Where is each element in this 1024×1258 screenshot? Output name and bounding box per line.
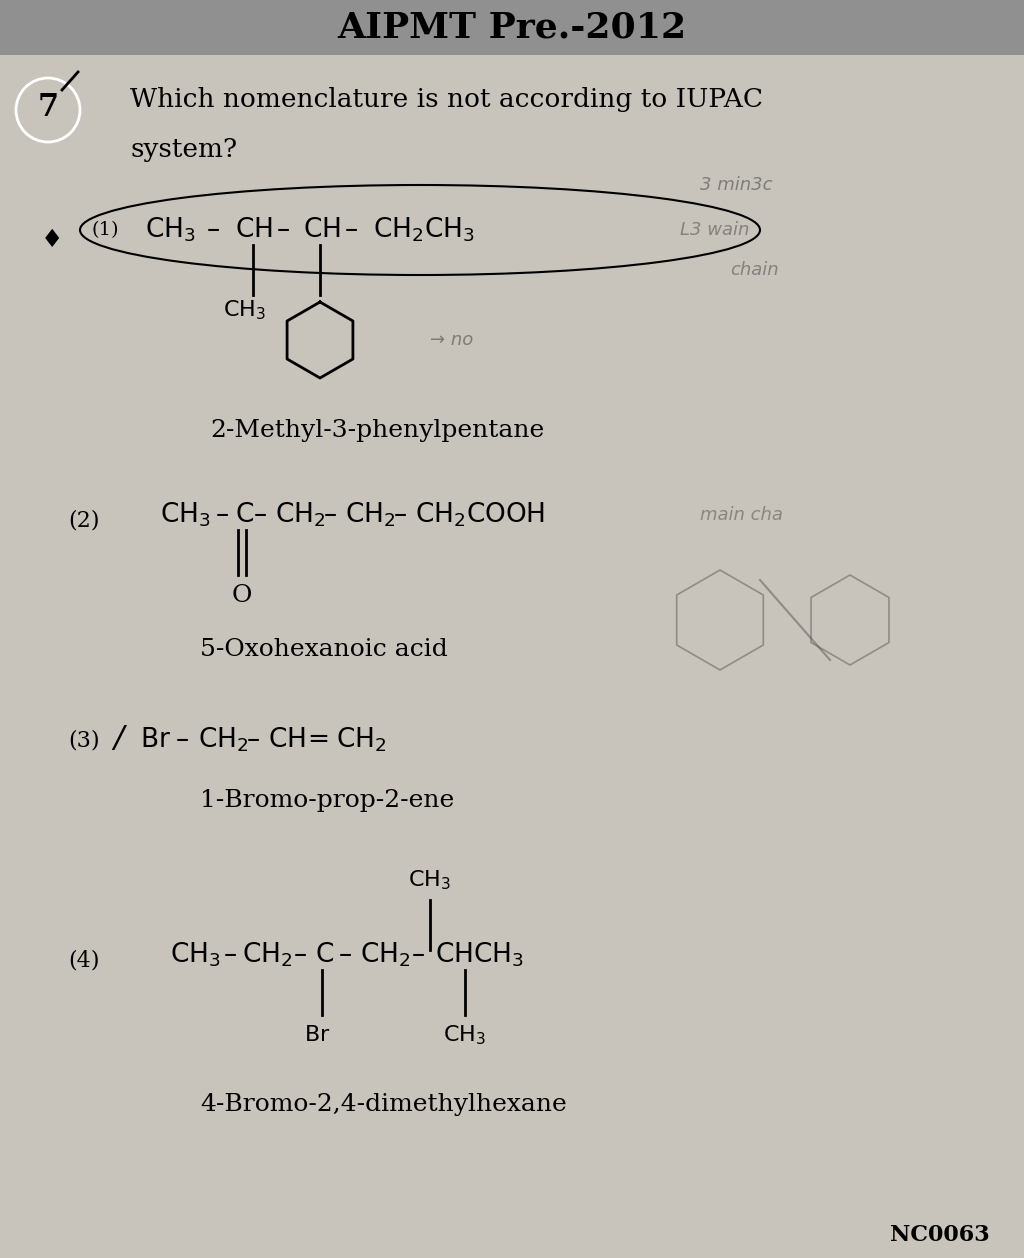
Text: –: –	[276, 216, 290, 243]
Text: $\mathregular{CH_2}$: $\mathregular{CH_2}$	[198, 726, 249, 755]
Text: –: –	[247, 727, 259, 754]
Text: Which nomenclature is not according to IUPAC: Which nomenclature is not according to I…	[130, 88, 763, 112]
Text: /: /	[113, 723, 123, 752]
Text: $\mathregular{C}$: $\mathregular{C}$	[234, 502, 254, 528]
FancyBboxPatch shape	[0, 0, 1024, 55]
Text: $\mathregular{CH_2}$: $\mathregular{CH_2}$	[275, 501, 326, 530]
Text: $\mathregular{CH_2}$: $\mathregular{CH_2}$	[336, 726, 386, 755]
Text: chain: chain	[730, 260, 778, 279]
Text: 5-Oxohexanoic acid: 5-Oxohexanoic acid	[200, 639, 447, 662]
Text: $\mathregular{CH}$: $\mathregular{CH}$	[303, 216, 341, 243]
Text: $\mathregular{CH_2CH_3}$: $\mathregular{CH_2CH_3}$	[373, 216, 475, 244]
Text: $\mathregular{CH}$: $\mathregular{CH}$	[268, 727, 306, 754]
Text: $\mathregular{CH}$: $\mathregular{CH}$	[234, 216, 272, 243]
Text: O: O	[231, 584, 252, 606]
Text: NC0063: NC0063	[891, 1224, 990, 1245]
Text: –: –	[207, 216, 219, 243]
Text: $\mathregular{C}$: $\mathregular{C}$	[315, 942, 334, 967]
Text: system?: system?	[130, 137, 238, 162]
Text: → no: → no	[430, 331, 473, 348]
Text: $\mathregular{Br}$: $\mathregular{Br}$	[304, 1025, 331, 1045]
Text: (4): (4)	[68, 949, 99, 971]
Text: 4-Bromo-2,4-dimethylhexane: 4-Bromo-2,4-dimethylhexane	[200, 1093, 566, 1117]
Text: $\mathregular{CH_3}$: $\mathregular{CH_3}$	[443, 1023, 486, 1047]
Text: $\mathregular{CH_2}$: $\mathregular{CH_2}$	[345, 501, 395, 530]
Text: –: –	[412, 942, 425, 967]
Text: 7: 7	[38, 93, 58, 123]
Text: (3): (3)	[68, 728, 99, 751]
Text: AIPMT Pre.-2012: AIPMT Pre.-2012	[338, 10, 686, 44]
Text: ♦: ♦	[41, 228, 63, 252]
Text: 3 min3c: 3 min3c	[700, 176, 772, 194]
Text: $\mathregular{CH_3}$: $\mathregular{CH_3}$	[223, 298, 266, 322]
Text: –: –	[253, 502, 266, 528]
Text: –: –	[175, 727, 188, 754]
Text: $\mathregular{CH_3}$: $\mathregular{CH_3}$	[145, 216, 196, 244]
Text: (2): (2)	[68, 509, 99, 531]
Text: $\mathregular{CH_2}$: $\mathregular{CH_2}$	[242, 941, 293, 969]
Text: main cha: main cha	[700, 506, 783, 525]
Text: $\mathregular{Br}$: $\mathregular{Br}$	[140, 727, 171, 754]
Text: –: –	[324, 502, 337, 528]
Text: –: –	[339, 942, 351, 967]
Text: =: =	[307, 727, 329, 754]
Text: –: –	[393, 502, 407, 528]
Text: (1): (1)	[91, 221, 119, 239]
Text: $\mathregular{CH_3}$: $\mathregular{CH_3}$	[170, 941, 221, 969]
Text: –: –	[344, 216, 357, 243]
Text: –: –	[294, 942, 306, 967]
Text: –: –	[223, 942, 237, 967]
Text: 2-Methyl-3-phenylpentane: 2-Methyl-3-phenylpentane	[210, 419, 544, 442]
Text: 1-Bromo-prop-2-ene: 1-Bromo-prop-2-ene	[200, 789, 455, 811]
Text: $\mathregular{CH_2}$: $\mathregular{CH_2}$	[360, 941, 411, 969]
Text: L3 wain: L3 wain	[680, 221, 750, 239]
Text: $\mathregular{CHCH_3}$: $\mathregular{CHCH_3}$	[435, 941, 524, 969]
Text: –: –	[215, 502, 228, 528]
Text: $\mathregular{CH_3}$: $\mathregular{CH_3}$	[408, 868, 451, 892]
Text: $\mathregular{CH_3}$: $\mathregular{CH_3}$	[160, 501, 211, 530]
Text: $\mathregular{CH_2COOH}$: $\mathregular{CH_2COOH}$	[415, 501, 545, 530]
